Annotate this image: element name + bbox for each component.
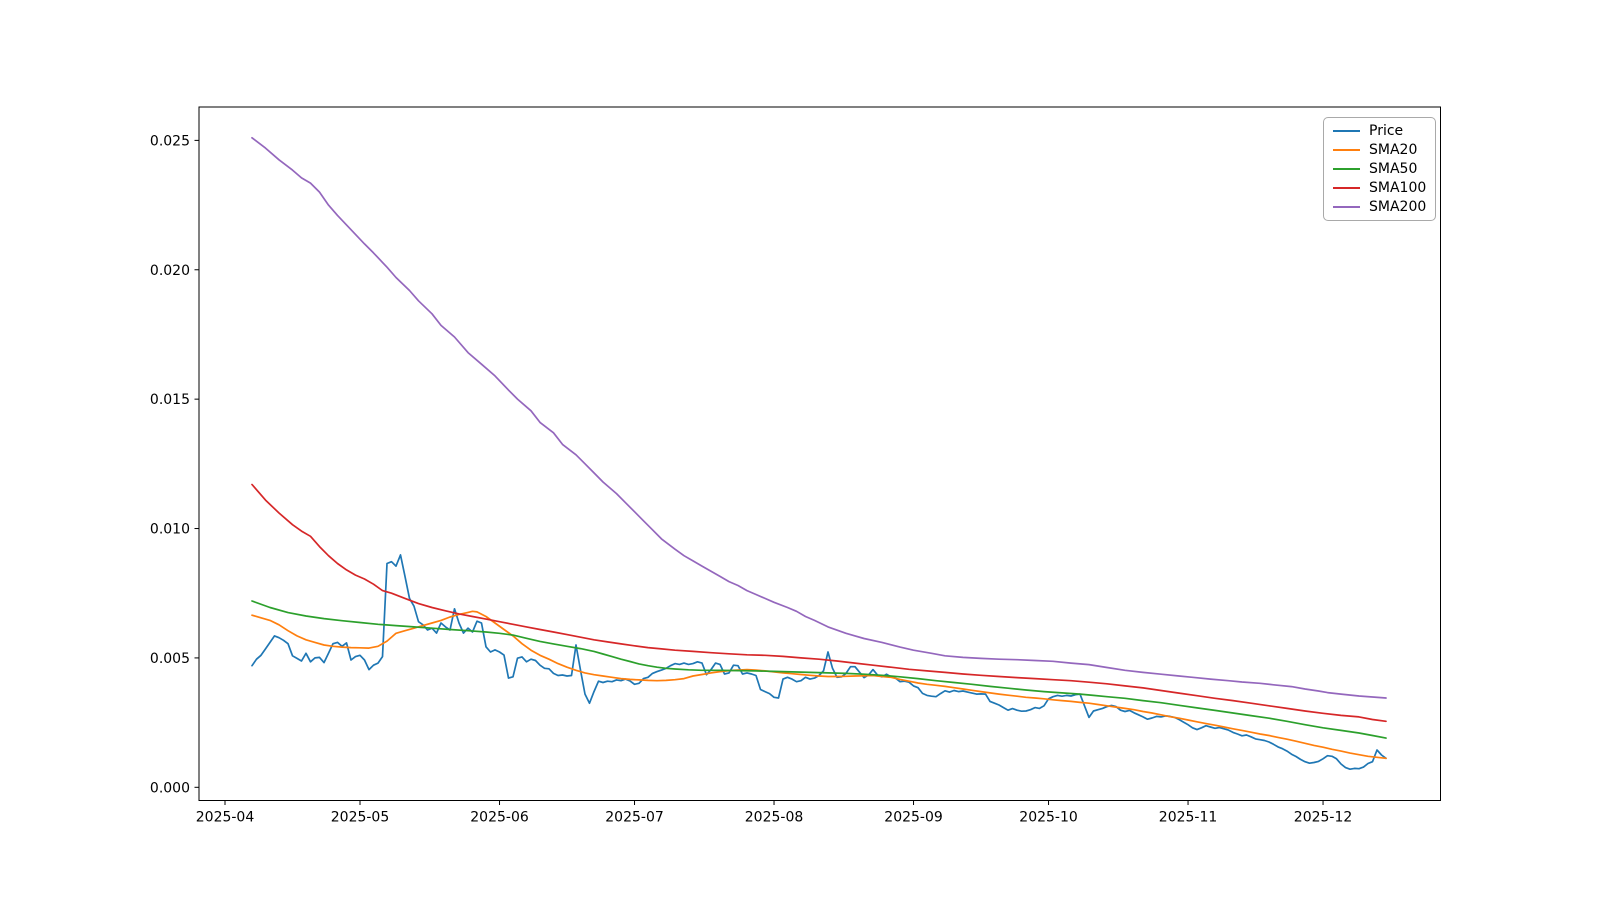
x-tick-label: 2025-09: [884, 810, 943, 826]
legend-item-sma200: SMA200: [1333, 198, 1427, 216]
legend: Price SMA20 SMA50 SMA100 SMA200: [1323, 117, 1436, 221]
x-tick-label: 2025-07: [605, 810, 664, 826]
y-tick-label: 0.020: [150, 263, 190, 279]
x-tick-label: 2025-11: [1159, 810, 1218, 826]
x-tick-label: 2025-12: [1294, 810, 1353, 826]
legend-label-sma20: SMA20: [1369, 142, 1418, 158]
legend-item-sma50: SMA50: [1333, 160, 1427, 178]
sma100-line: [251, 483, 1387, 723]
y-tick-label: 0.000: [150, 780, 190, 796]
y-tick-label: 0.005: [150, 651, 190, 667]
legend-label-price: Price: [1369, 123, 1404, 139]
legend-swatch-price-line: [1333, 130, 1360, 132]
sma20-line: [251, 610, 1387, 760]
x-tick-label: 2025-10: [1019, 810, 1078, 826]
legend-label-sma100: SMA100: [1369, 180, 1427, 196]
x-tick-label: 2025-08: [745, 810, 804, 826]
legend-item-price: Price: [1333, 122, 1427, 140]
legend-swatch-sma50-line: [1333, 168, 1360, 170]
legend-label-sma50: SMA50: [1369, 161, 1418, 177]
legend-swatch-sma100-line: [1333, 187, 1360, 189]
sma50-line: [251, 600, 1387, 739]
plot-frame: [198, 106, 1441, 801]
y-tick-label: 0.010: [150, 522, 190, 538]
legend-swatch-sma20-line: [1333, 149, 1360, 151]
legend-item-sma20: SMA20: [1333, 141, 1427, 159]
x-tick-label: 2025-05: [331, 810, 390, 826]
legend-item-sma100: SMA100: [1333, 179, 1427, 197]
x-tick-label: 2025-04: [196, 810, 255, 826]
price-line: [251, 554, 1387, 771]
sma200-line: [251, 136, 1387, 699]
legend-label-sma200: SMA200: [1369, 199, 1427, 215]
x-tick-label: 2025-06: [470, 810, 529, 826]
y-tick-label: 0.025: [150, 133, 190, 149]
y-tick-label: 0.015: [150, 392, 190, 408]
legend-swatch-sma200-line: [1333, 206, 1360, 208]
